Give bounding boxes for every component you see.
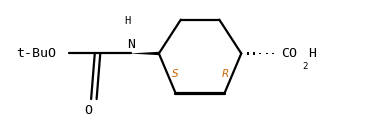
Text: H: H — [308, 47, 316, 60]
Text: 2: 2 — [303, 62, 308, 71]
Text: S: S — [172, 69, 179, 79]
Text: CO: CO — [282, 47, 297, 60]
Text: N: N — [127, 38, 135, 51]
Text: R: R — [222, 69, 229, 79]
Text: H: H — [125, 16, 131, 26]
Text: O: O — [85, 104, 93, 117]
Polygon shape — [131, 52, 159, 55]
Text: t-BuO: t-BuO — [16, 47, 56, 60]
